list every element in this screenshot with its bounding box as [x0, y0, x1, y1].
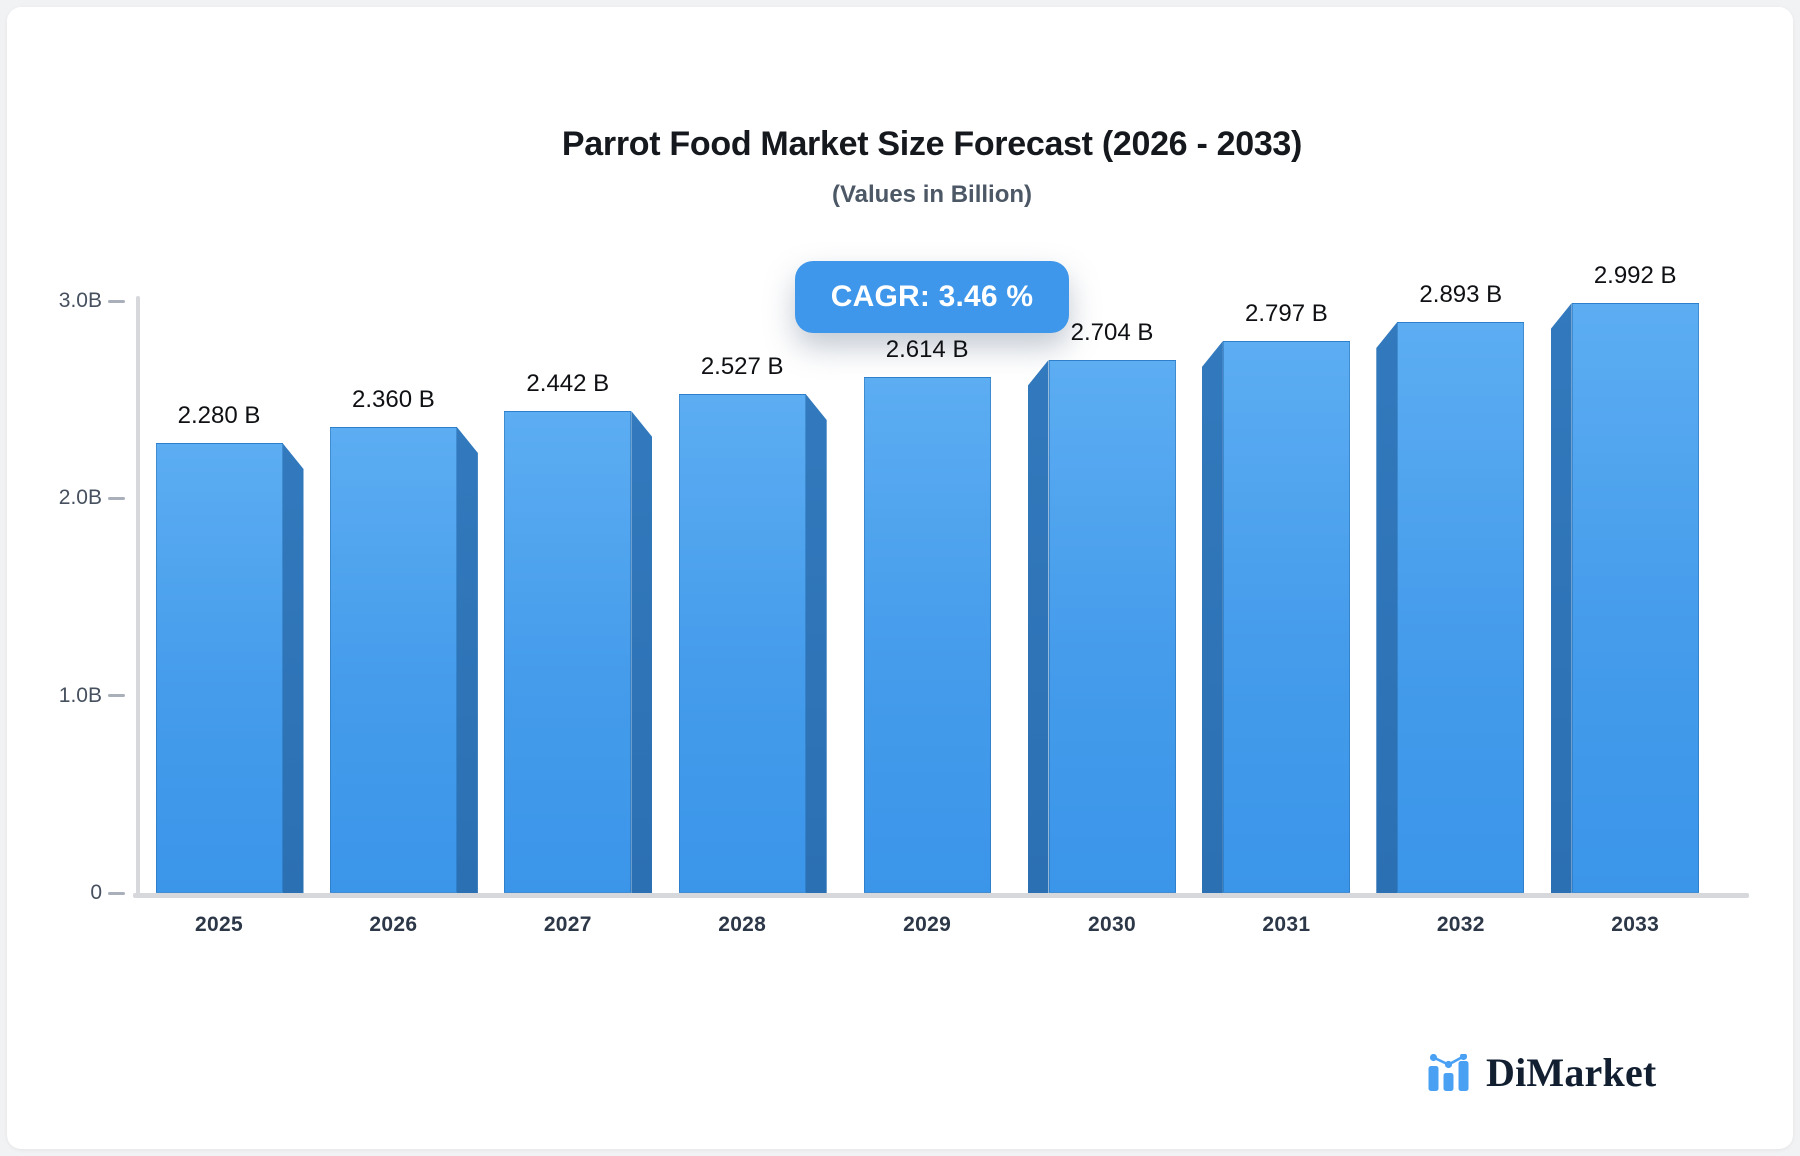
- x-axis-label: 2026: [369, 913, 418, 936]
- x-axis-label: 2025: [195, 913, 243, 936]
- x-axis-label: 2033: [1611, 913, 1660, 936]
- bar-value-label: 2.704 B: [1070, 319, 1154, 346]
- chart-subtitle: (Values in Billion): [831, 181, 1033, 208]
- bar-value-label: 2.280 B: [177, 402, 261, 429]
- bar-3d-side: [1201, 341, 1223, 893]
- bar-value-label: 2.893 B: [1419, 281, 1503, 308]
- x-axis-baseline: [133, 893, 1749, 898]
- bar-2033[interactable]: [1571, 303, 1699, 893]
- brand-chart-icon: [1428, 1054, 1469, 1091]
- bar-3d-side: [805, 394, 827, 893]
- brand-name: DiMarket: [1486, 1050, 1657, 1095]
- bar-3d-side: [631, 411, 653, 893]
- y-axis-tick-label: 1.0B: [58, 683, 102, 707]
- bar-2026[interactable]: [329, 427, 457, 893]
- bar-2028[interactable]: [678, 394, 806, 893]
- x-axis-label: 2030: [1088, 913, 1136, 936]
- bar-2025[interactable]: [155, 443, 283, 893]
- y-axis-tick-mark: [108, 299, 125, 303]
- bar-value-label: 2.992 B: [1593, 262, 1677, 289]
- y-axis-tick-label: 2.0B: [58, 486, 102, 510]
- y-axis-tick-mark: [108, 891, 125, 895]
- bar-2027[interactable]: [504, 411, 632, 893]
- bar-value-label: 2.360 B: [352, 386, 435, 413]
- bar-value-label: 2.527 B: [700, 353, 784, 380]
- chart-title: Parrot Food Market Size Forecast (2026 -…: [561, 125, 1303, 163]
- bar-2032[interactable]: [1397, 322, 1525, 893]
- x-axis-label: 2027: [543, 913, 592, 936]
- bar-2029[interactable]: [863, 377, 991, 893]
- y-axis-tick-label: 3.0B: [58, 289, 102, 313]
- bar-3d-side: [1550, 303, 1572, 893]
- bar-3d-side: [456, 427, 478, 893]
- x-axis-label: 2028: [718, 913, 767, 936]
- y-axis-tick-label: 0: [90, 881, 102, 904]
- x-axis-label: 2029: [903, 913, 952, 936]
- x-axis-label: 2032: [1436, 913, 1485, 936]
- bar-3d-side: [282, 443, 304, 893]
- cagr-badge-label: CAGR: 3.46 %: [830, 280, 1034, 313]
- x-axis-label: 2031: [1262, 913, 1311, 936]
- bar-3d-side: [1027, 360, 1049, 893]
- bar-2030[interactable]: [1048, 360, 1176, 893]
- bar-2031[interactable]: [1222, 341, 1350, 893]
- bar-3d-side: [1376, 322, 1398, 893]
- bar-value-label: 2.614 B: [885, 336, 969, 363]
- y-axis-line: [136, 296, 140, 894]
- bar-value-label: 2.797 B: [1245, 300, 1328, 327]
- brand-logo[interactable]: DiMarket: [1428, 1047, 1656, 1099]
- chart-card: Parrot Food Market Size Forecast (2026 -…: [7, 7, 1793, 1149]
- y-axis-tick-mark: [108, 694, 125, 698]
- bar-value-label: 2.442 B: [526, 370, 610, 397]
- y-axis-tick-mark: [108, 496, 125, 500]
- cagr-badge: CAGR: 3.46 %: [795, 261, 1069, 333]
